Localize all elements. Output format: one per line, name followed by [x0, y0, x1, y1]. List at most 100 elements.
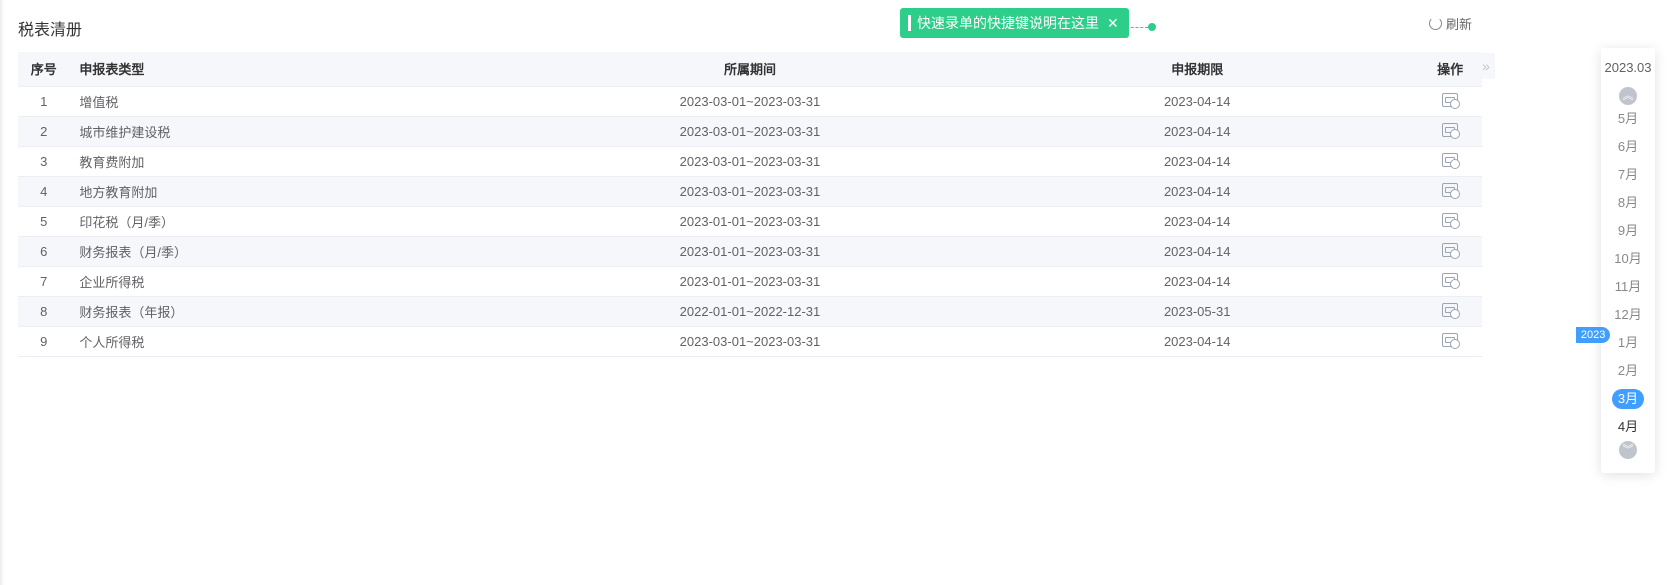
month-item[interactable]: 6月: [1615, 137, 1641, 157]
table-row: 8财务报表（年报）2022-01-01~2022-12-312023-05-31: [18, 296, 1482, 326]
tip-connector-line: [1126, 27, 1148, 28]
cell-period: 2023-01-01~2023-03-31: [524, 206, 976, 236]
cell-due: 2023-04-14: [976, 176, 1418, 206]
cell-seq: 5: [18, 206, 69, 236]
cell-seq: 4: [18, 176, 69, 206]
month-item[interactable]: 7月: [1615, 165, 1641, 185]
cell-period: 2023-03-01~2023-03-31: [524, 176, 976, 206]
year-badge: 2023: [1576, 327, 1610, 343]
cell-period: 2023-03-01~2023-03-31: [524, 326, 976, 356]
cell-type: 财务报表（年报）: [69, 296, 523, 326]
table-row: 4地方教育附加2023-03-01~2023-03-312023-04-14: [18, 176, 1482, 206]
chevron-right-icon: »: [1482, 58, 1490, 74]
cell-seq: 9: [18, 326, 69, 356]
view-detail-icon[interactable]: [1442, 123, 1458, 137]
month-item[interactable]: 5月: [1615, 109, 1641, 129]
cell-due: 2023-04-14: [976, 326, 1418, 356]
cell-due: 2023-04-14: [976, 206, 1418, 236]
cell-type: 印花税（月/季）: [69, 206, 523, 236]
view-detail-icon[interactable]: [1442, 213, 1458, 227]
cell-type: 企业所得税: [69, 266, 523, 296]
cell-type: 财务报表（月/季）: [69, 236, 523, 266]
header-row: 税表清册 快速录单的快捷键说明在这里 ✕ 刷新: [18, 10, 1482, 46]
cell-due: 2023-04-14: [976, 266, 1418, 296]
tax-table-container: 序号 申报表类型 所属期间 申报期限 操作 1增值税2023-03-01~202…: [18, 52, 1482, 357]
page-title: 税表清册: [18, 16, 82, 40]
month-item[interactable]: 2月: [1615, 361, 1641, 381]
cell-op: [1418, 86, 1482, 116]
view-detail-icon[interactable]: [1442, 93, 1458, 107]
cell-type: 地方教育附加: [69, 176, 523, 206]
cell-due: 2023-04-14: [976, 236, 1418, 266]
view-detail-icon[interactable]: [1442, 153, 1458, 167]
month-item[interactable]: 1月: [1615, 333, 1641, 353]
cell-period: 2023-03-01~2023-03-31: [524, 146, 976, 176]
month-item[interactable]: 9月: [1615, 221, 1641, 241]
cell-type: 城市维护建设税: [69, 116, 523, 146]
main-content: 税表清册 快速录单的快捷键说明在这里 ✕ 刷新 序号 申报表类型 所属期间: [8, 0, 1482, 357]
view-detail-icon[interactable]: [1442, 333, 1458, 347]
cell-due: 2023-04-14: [976, 146, 1418, 176]
cell-op: [1418, 326, 1482, 356]
month-item[interactable]: 3月: [1612, 389, 1644, 409]
col-header-seq: 序号: [18, 52, 69, 86]
cell-seq: 1: [18, 86, 69, 116]
cell-type: 个人所得税: [69, 326, 523, 356]
chevron-up-icon: ︽: [1623, 91, 1634, 102]
shortcut-tip-bubble[interactable]: 快速录单的快捷键说明在这里 ✕: [900, 8, 1129, 38]
table-row: 7企业所得税2023-01-01~2023-03-312023-04-14: [18, 266, 1482, 296]
cell-seq: 7: [18, 266, 69, 296]
refresh-icon: [1429, 17, 1442, 30]
cell-type: 教育费附加: [69, 146, 523, 176]
cell-period: 2023-03-01~2023-03-31: [524, 86, 976, 116]
cell-op: [1418, 206, 1482, 236]
col-header-period: 所属期间: [524, 52, 976, 86]
table-header-row: 序号 申报表类型 所属期间 申报期限 操作: [18, 52, 1482, 86]
table-row: 9个人所得税2023-03-01~2023-03-312023-04-14: [18, 326, 1482, 356]
cell-due: 2023-05-31: [976, 296, 1418, 326]
col-header-type: 申报表类型: [69, 52, 523, 86]
cell-seq: 8: [18, 296, 69, 326]
scroll-down-button[interactable]: ︾: [1619, 441, 1637, 459]
view-detail-icon[interactable]: [1442, 243, 1458, 257]
view-detail-icon[interactable]: [1442, 183, 1458, 197]
refresh-button[interactable]: 刷新: [1429, 14, 1472, 33]
col-header-op: 操作: [1418, 52, 1482, 86]
cell-op: [1418, 116, 1482, 146]
cell-op: [1418, 146, 1482, 176]
tip-bar-icon: [908, 15, 911, 31]
month-item[interactable]: 11月: [1615, 277, 1642, 297]
table-row: 2城市维护建设税2023-03-01~2023-03-312023-04-14: [18, 116, 1482, 146]
cell-type: 增值税: [69, 86, 523, 116]
cell-op: [1418, 296, 1482, 326]
cell-period: 2023-01-01~2023-03-31: [524, 236, 976, 266]
table-row: 1增值税2023-03-01~2023-03-312023-04-14: [18, 86, 1482, 116]
cell-period: 2022-01-01~2022-12-31: [524, 296, 976, 326]
close-icon[interactable]: ✕: [1107, 16, 1119, 30]
cell-seq: 2: [18, 116, 69, 146]
table-row: 6财务报表（月/季）2023-01-01~2023-03-312023-04-1…: [18, 236, 1482, 266]
cell-due: 2023-04-14: [976, 86, 1418, 116]
month-item[interactable]: 4月: [1615, 417, 1641, 437]
chevron-down-icon: ︾: [1623, 445, 1634, 456]
view-detail-icon[interactable]: [1442, 273, 1458, 287]
cell-seq: 3: [18, 146, 69, 176]
month-item[interactable]: 12月: [1614, 305, 1641, 325]
cell-period: 2023-01-01~2023-03-31: [524, 266, 976, 296]
refresh-label: 刷新: [1446, 14, 1472, 33]
col-header-due: 申报期限: [976, 52, 1418, 86]
cell-op: [1418, 266, 1482, 296]
month-list: 5月6月7月8月9月10月11月12月20231月2月3月4月: [1612, 109, 1644, 437]
expand-collapse-handle[interactable]: »: [1477, 53, 1495, 79]
scroll-up-button[interactable]: ︽: [1619, 87, 1637, 105]
cell-period: 2023-03-01~2023-03-31: [524, 116, 976, 146]
cell-due: 2023-04-14: [976, 116, 1418, 146]
view-detail-icon[interactable]: [1442, 303, 1458, 317]
table-row: 3教育费附加2023-03-01~2023-03-312023-04-14: [18, 146, 1482, 176]
tax-table: 序号 申报表类型 所属期间 申报期限 操作 1增值税2023-03-01~202…: [18, 52, 1482, 357]
month-item[interactable]: 10月: [1614, 249, 1641, 269]
cell-seq: 6: [18, 236, 69, 266]
cell-op: [1418, 176, 1482, 206]
table-row: 5印花税（月/季）2023-01-01~2023-03-312023-04-14: [18, 206, 1482, 236]
month-item[interactable]: 8月: [1615, 193, 1641, 213]
